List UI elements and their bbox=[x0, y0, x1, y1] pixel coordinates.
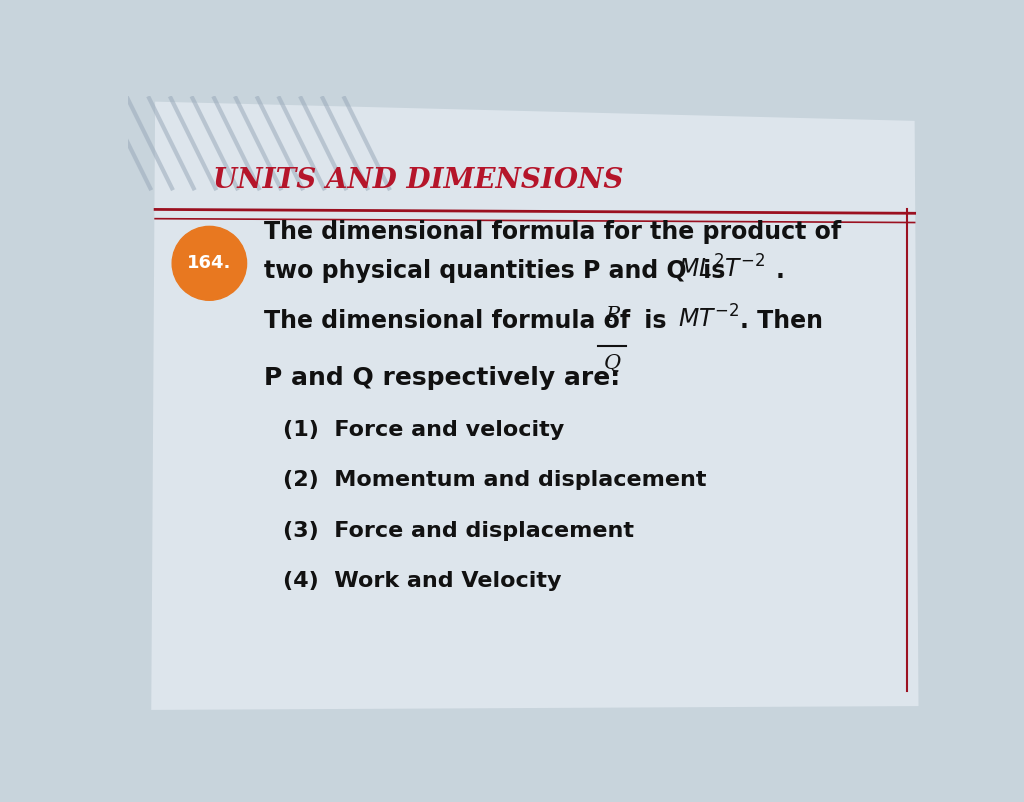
Text: P: P bbox=[605, 306, 620, 325]
Text: two physical quantities P and Q  is: two physical quantities P and Q is bbox=[263, 258, 733, 282]
Polygon shape bbox=[152, 102, 919, 710]
Text: Q: Q bbox=[604, 354, 621, 374]
Text: P and Q respectively are:: P and Q respectively are: bbox=[263, 367, 620, 391]
Text: UNITS AND DIMENSIONS: UNITS AND DIMENSIONS bbox=[213, 167, 624, 194]
Text: . Then: . Then bbox=[740, 309, 823, 333]
Text: (4)  Work and Velocity: (4) Work and Velocity bbox=[283, 570, 561, 590]
Text: (2)  Momentum and displacement: (2) Momentum and displacement bbox=[283, 471, 707, 491]
Text: .: . bbox=[775, 258, 784, 282]
Text: $MT^{-2}$: $MT^{-2}$ bbox=[678, 306, 739, 333]
Text: 164.: 164. bbox=[187, 254, 231, 273]
Text: (3)  Force and displacement: (3) Force and displacement bbox=[283, 520, 634, 541]
Text: $ML^2T^{-2}$: $ML^2T^{-2}$ bbox=[678, 255, 766, 282]
Text: is: is bbox=[636, 309, 675, 333]
Text: The dimensional formula of: The dimensional formula of bbox=[263, 309, 638, 333]
Text: (1)  Force and velocity: (1) Force and velocity bbox=[283, 420, 564, 440]
Text: The dimensional formula for the product of: The dimensional formula for the product … bbox=[263, 220, 841, 244]
Circle shape bbox=[172, 226, 247, 300]
